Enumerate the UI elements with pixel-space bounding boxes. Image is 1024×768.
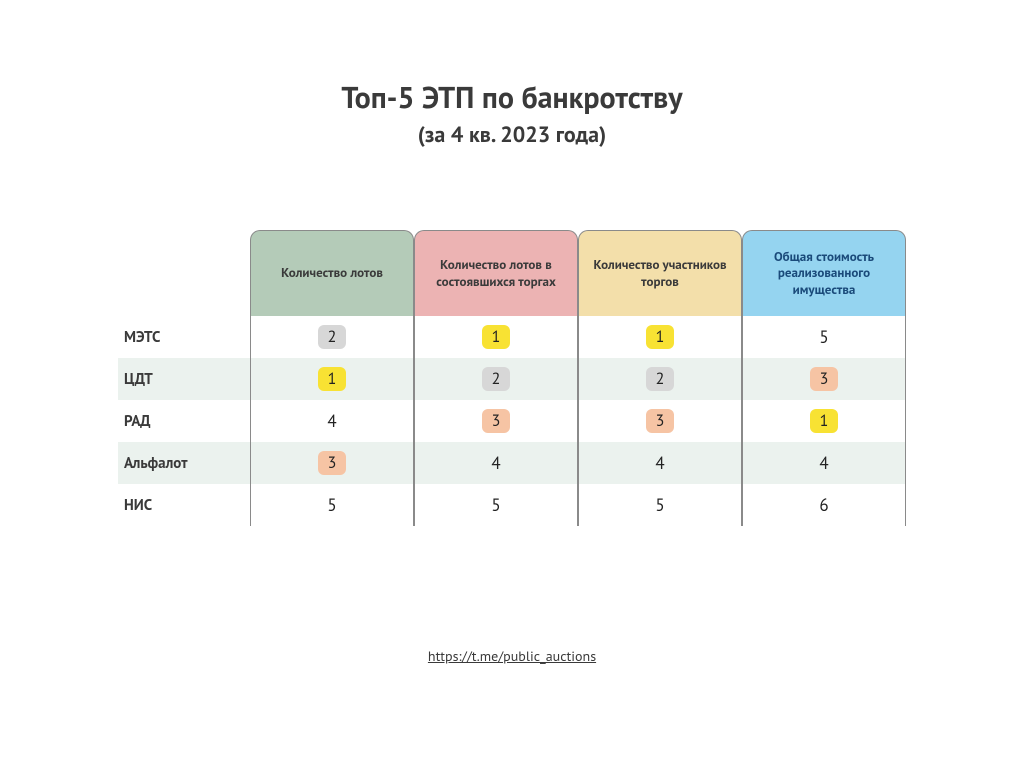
table-cell: 5 bbox=[414, 484, 578, 526]
rank-pill: 1 bbox=[646, 325, 674, 349]
cell-value: 5 bbox=[655, 494, 664, 516]
cell-value: 4 bbox=[819, 452, 828, 474]
row-label: Альфалот bbox=[118, 442, 250, 484]
table-cell: 1 bbox=[742, 400, 906, 442]
table-cell: 2 bbox=[250, 316, 414, 358]
rank-pill: 3 bbox=[318, 451, 346, 475]
rank-pill: 1 bbox=[810, 409, 838, 433]
rank-pill: 1 bbox=[482, 325, 510, 349]
row-label: МЭТС bbox=[118, 316, 250, 358]
source-link[interactable]: https://t.me/public_auctions bbox=[428, 647, 596, 665]
ranking-table: Количество лотовКоличество лотов в состо… bbox=[118, 230, 906, 526]
cell-value: 5 bbox=[327, 494, 336, 516]
table-cell: 4 bbox=[250, 400, 414, 442]
column-header: Количество участников торгов bbox=[578, 230, 742, 316]
rank-pill: 3 bbox=[646, 409, 674, 433]
table-cell: 2 bbox=[578, 358, 742, 400]
table-cell: 3 bbox=[250, 442, 414, 484]
row-label: РАД bbox=[118, 400, 250, 442]
footer-link-block: https://t.me/public_auctions bbox=[0, 646, 1024, 666]
table-cell: 4 bbox=[414, 442, 578, 484]
table-cell: 5 bbox=[250, 484, 414, 526]
table-cell: 4 bbox=[578, 442, 742, 484]
table-cell: 1 bbox=[250, 358, 414, 400]
rank-pill: 3 bbox=[810, 367, 838, 391]
cell-value: 5 bbox=[491, 494, 500, 516]
page-title: Топ-5 ЭТП по банкротству bbox=[0, 78, 1024, 117]
cell-value: 4 bbox=[655, 452, 664, 474]
page-subtitle: (за 4 кв. 2023 года) bbox=[0, 121, 1024, 149]
table-cell: 3 bbox=[742, 358, 906, 400]
title-block: Топ-5 ЭТП по банкротству (за 4 кв. 2023 … bbox=[0, 0, 1024, 149]
rank-pill: 1 bbox=[318, 367, 346, 391]
cell-value: 5 bbox=[819, 326, 828, 348]
table-cell: 1 bbox=[578, 316, 742, 358]
rank-pill: 3 bbox=[482, 409, 510, 433]
table-cell: 2 bbox=[414, 358, 578, 400]
row-label: НИС bbox=[118, 484, 250, 526]
rank-pill: 2 bbox=[482, 367, 510, 391]
rank-pill: 2 bbox=[646, 367, 674, 391]
cell-value: 4 bbox=[327, 410, 336, 432]
table-cell: 5 bbox=[578, 484, 742, 526]
cell-value: 4 bbox=[491, 452, 500, 474]
table-cell: 4 bbox=[742, 442, 906, 484]
table-cell: 1 bbox=[414, 316, 578, 358]
column-header: Количество лотов в состоявшихся торгах bbox=[414, 230, 578, 316]
header-spacer bbox=[118, 230, 250, 316]
cell-value: 6 bbox=[819, 494, 828, 516]
table-cell: 3 bbox=[414, 400, 578, 442]
column-header: Количество лотов bbox=[250, 230, 414, 316]
table-cell: 5 bbox=[742, 316, 906, 358]
table-cell: 3 bbox=[578, 400, 742, 442]
column-header: Общая стоимость реализованного имущества bbox=[742, 230, 906, 316]
table-cell: 6 bbox=[742, 484, 906, 526]
rank-pill: 2 bbox=[318, 325, 346, 349]
row-label: ЦДТ bbox=[118, 358, 250, 400]
